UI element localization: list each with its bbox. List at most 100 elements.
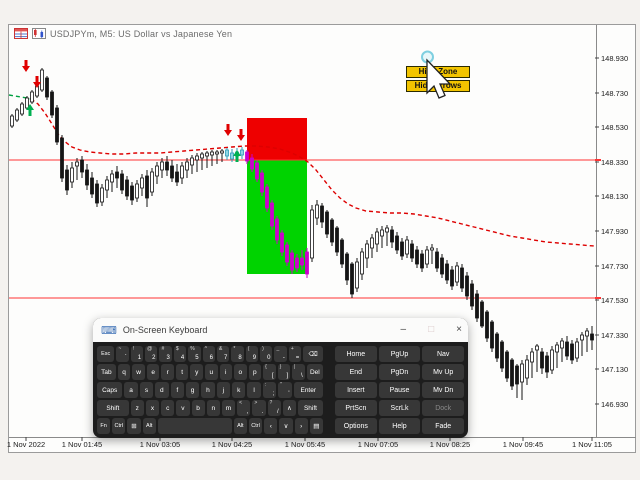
- key-o[interactable]: o: [234, 364, 247, 380]
- key-k[interactable]: k: [232, 382, 246, 398]
- price-label: 148.930: [601, 54, 629, 63]
- key-0[interactable]: ) 0: [260, 346, 273, 362]
- key-\[interactable]: | \: [292, 364, 305, 380]
- key-⌫[interactable]: ⌫: [303, 346, 323, 362]
- price-label: 147.130: [601, 365, 629, 374]
- price-label: 147.930: [601, 227, 629, 236]
- key-=[interactable]: + =: [288, 346, 302, 362]
- key-insert[interactable]: Insert: [335, 382, 377, 398]
- key-.[interactable]: >.: [252, 400, 266, 416]
- hide-arrows-button[interactable]: Hide Arrows: [406, 80, 470, 92]
- key-h[interactable]: h: [201, 382, 215, 398]
- key-shift[interactable]: Shift: [297, 400, 323, 416]
- key-q[interactable]: q: [117, 364, 131, 380]
- key-options[interactable]: Options: [335, 418, 377, 434]
- key-3[interactable]: #3: [159, 346, 172, 362]
- key-8[interactable]: * 8: [231, 346, 244, 362]
- key-caps[interactable]: Caps: [97, 382, 123, 398]
- key-›[interactable]: ›: [294, 418, 308, 434]
- key-w[interactable]: w: [132, 364, 145, 380]
- key-][interactable]: }]: [277, 364, 291, 380]
- minimize-button[interactable]: –: [400, 324, 407, 335]
- key-1[interactable]: ! 1: [130, 346, 144, 362]
- key-nav[interactable]: Nav: [422, 346, 465, 362]
- key-pgdn[interactable]: PgDn: [378, 364, 421, 380]
- key-[[interactable]: {[: [263, 364, 276, 380]
- key-del[interactable]: Del: [306, 364, 323, 380]
- price-label: 148.730: [601, 89, 629, 98]
- hide-zone-button[interactable]: Hide Zone: [406, 66, 470, 78]
- key-mv-up[interactable]: Mv Up: [422, 364, 465, 380]
- key-7[interactable]: & 7: [216, 346, 230, 362]
- price-label: 148.530: [601, 123, 629, 132]
- time-label: 1 Nov 04:25: [211, 440, 253, 449]
- key-y[interactable]: y: [190, 364, 203, 380]
- key-n[interactable]: n: [206, 400, 220, 416]
- key-5[interactable]: % 5: [188, 346, 201, 362]
- key-l[interactable]: l: [247, 382, 261, 398]
- key-fn[interactable]: Fn: [97, 418, 111, 434]
- key-,[interactable]: <,: [237, 400, 251, 416]
- key-pause[interactable]: Pause: [378, 382, 421, 398]
- key-g[interactable]: g: [185, 382, 200, 398]
- key-pgup[interactable]: PgUp: [378, 346, 421, 362]
- on-screen-keyboard-window[interactable]: ⌨ On-Screen Keyboard – □ × Esc ~ `! 1 @2 #3 $4…: [93, 318, 468, 438]
- key-mv-dn[interactable]: Mv Dn: [422, 382, 465, 398]
- key-home[interactable]: Home: [335, 346, 377, 362]
- key-▤[interactable]: ▤: [309, 418, 323, 434]
- key-r[interactable]: r: [161, 364, 174, 380]
- key-i[interactable]: i: [219, 364, 233, 380]
- key-2[interactable]: @2: [145, 346, 158, 362]
- key-m[interactable]: m: [221, 400, 236, 416]
- osk-main-keys: Esc ~ `! 1 @2 #3 $4% 5 ^ 6 & 7 * 8(9) 0 _ - + = ⌫ Tab q w e r t y u…: [97, 346, 323, 434]
- key-a[interactable]: a: [124, 382, 138, 398]
- key-ctrl[interactable]: Ctrl: [248, 418, 263, 434]
- osk-titlebar[interactable]: ⌨ On-Screen Keyboard – □ ×: [93, 318, 468, 342]
- key-x[interactable]: x: [145, 400, 160, 416]
- key-tab[interactable]: Tab: [97, 364, 116, 380]
- time-label: 1 Nov 2022: [6, 440, 46, 449]
- key-z[interactable]: z: [130, 400, 144, 416]
- key-b[interactable]: b: [191, 400, 205, 416]
- time-label: 1 Nov 09:45: [502, 440, 544, 449]
- key-'[interactable]: " ': [278, 382, 292, 398]
- key-scrlk[interactable]: ScrLk: [378, 400, 421, 416]
- key-∨[interactable]: ∨: [279, 418, 293, 434]
- key-j[interactable]: j: [216, 382, 231, 398]
- key-/[interactable]: ? /: [267, 400, 281, 416]
- key-4[interactable]: $4: [173, 346, 187, 362]
- key-esc[interactable]: Esc: [97, 346, 115, 362]
- key-f[interactable]: f: [170, 382, 184, 398]
- key-`[interactable]: ~ `: [116, 346, 129, 362]
- key-help[interactable]: Help: [378, 418, 421, 434]
- key-alt[interactable]: Alt: [142, 418, 156, 434]
- key-alt[interactable]: Alt: [233, 418, 247, 434]
- key-∧[interactable]: ∧: [282, 400, 296, 416]
- key-p[interactable]: p: [248, 364, 262, 380]
- key-ctrl[interactable]: Ctrl: [112, 418, 126, 434]
- key-prtscn[interactable]: PrtScn: [335, 400, 377, 416]
- key-v[interactable]: v: [176, 400, 190, 416]
- key-c[interactable]: c: [161, 400, 175, 416]
- key-dock[interactable]: Dock: [422, 400, 465, 416]
- key-⊞[interactable]: ⊞: [127, 418, 141, 434]
- key-e[interactable]: e: [146, 364, 160, 380]
- key-9[interactable]: (9: [245, 346, 259, 362]
- key-shift[interactable]: Shift: [97, 400, 129, 416]
- key-u[interactable]: u: [204, 364, 218, 380]
- key-;[interactable]: :;: [262, 382, 277, 398]
- key-d[interactable]: d: [155, 382, 169, 398]
- key-s[interactable]: s: [139, 382, 154, 398]
- price-axis-separator: [596, 25, 597, 437]
- key-‹[interactable]: ‹: [264, 418, 278, 434]
- key-t[interactable]: t: [175, 364, 189, 380]
- price-label: 147.530: [601, 296, 629, 305]
- key-space[interactable]: [157, 418, 232, 434]
- key--[interactable]: _ -: [274, 346, 287, 362]
- key-6[interactable]: ^ 6: [202, 346, 215, 362]
- close-button[interactable]: ×: [456, 324, 462, 335]
- key-enter[interactable]: Enter: [293, 382, 323, 398]
- key-fade[interactable]: Fade: [422, 418, 465, 434]
- key-end[interactable]: End: [335, 364, 377, 380]
